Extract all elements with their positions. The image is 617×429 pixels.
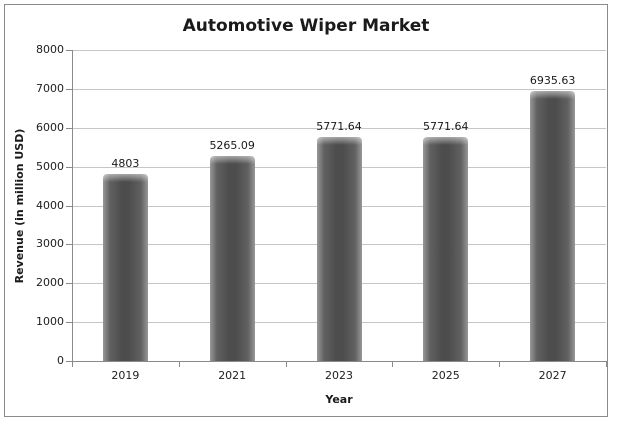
gridline	[73, 128, 606, 129]
y-axis-tick-label: 1000	[36, 315, 64, 328]
bar-2019	[102, 174, 148, 361]
bar-2027	[530, 91, 576, 361]
y-axis-tick	[66, 206, 72, 207]
x-axis-tick	[392, 362, 394, 367]
gridline	[73, 50, 606, 51]
y-axis-tick-label: 0	[57, 354, 64, 367]
y-axis-tick	[66, 167, 72, 168]
x-axis-tick	[178, 362, 180, 367]
x-axis-tick	[285, 362, 287, 367]
chart-title: Automotive Wiper Market	[182, 16, 430, 36]
x-axis-tick-label: 2019	[111, 369, 140, 382]
y-axis-tick	[66, 283, 72, 284]
x-axis-tick-label: 2021	[218, 369, 247, 382]
x-axis-tick	[72, 362, 73, 367]
gridline	[73, 89, 606, 90]
y-axis-tick-label: 4000	[36, 199, 64, 212]
y-axis-tick-label: 8000	[36, 43, 64, 56]
y-axis-tick	[66, 89, 72, 90]
x-axis-tick-label: 2023	[325, 369, 353, 382]
x-axis-title: Year	[325, 393, 353, 406]
bar-value-label: 6935.63	[529, 74, 576, 88]
bar-value-label: 5771.64	[316, 119, 362, 133]
y-axis-tick	[66, 128, 72, 129]
bar-2021	[209, 156, 255, 361]
bar-2023	[316, 136, 362, 361]
x-axis-tick	[606, 362, 607, 367]
bar-value-label: 4803	[111, 157, 140, 171]
y-axis-tick	[66, 50, 72, 51]
x-axis-tick-label: 2025	[431, 369, 460, 382]
bar-value-label: 5265.09	[209, 139, 255, 153]
y-axis-tick-label: 2000	[36, 276, 64, 289]
y-axis-tick-label: 7000	[36, 82, 64, 95]
y-axis-tick-label: 6000	[36, 121, 64, 134]
y-axis-tick-label: 3000	[36, 237, 64, 250]
bar-2025	[423, 136, 469, 361]
y-axis-tick	[66, 322, 72, 323]
y-axis-tick-label: 5000	[36, 160, 64, 173]
x-axis-tick	[499, 362, 501, 367]
x-axis-tick-label: 2027	[538, 369, 567, 382]
y-axis-tick	[66, 244, 72, 245]
y-axis-tick	[66, 361, 72, 362]
bar-value-label: 5771.64	[423, 119, 469, 133]
